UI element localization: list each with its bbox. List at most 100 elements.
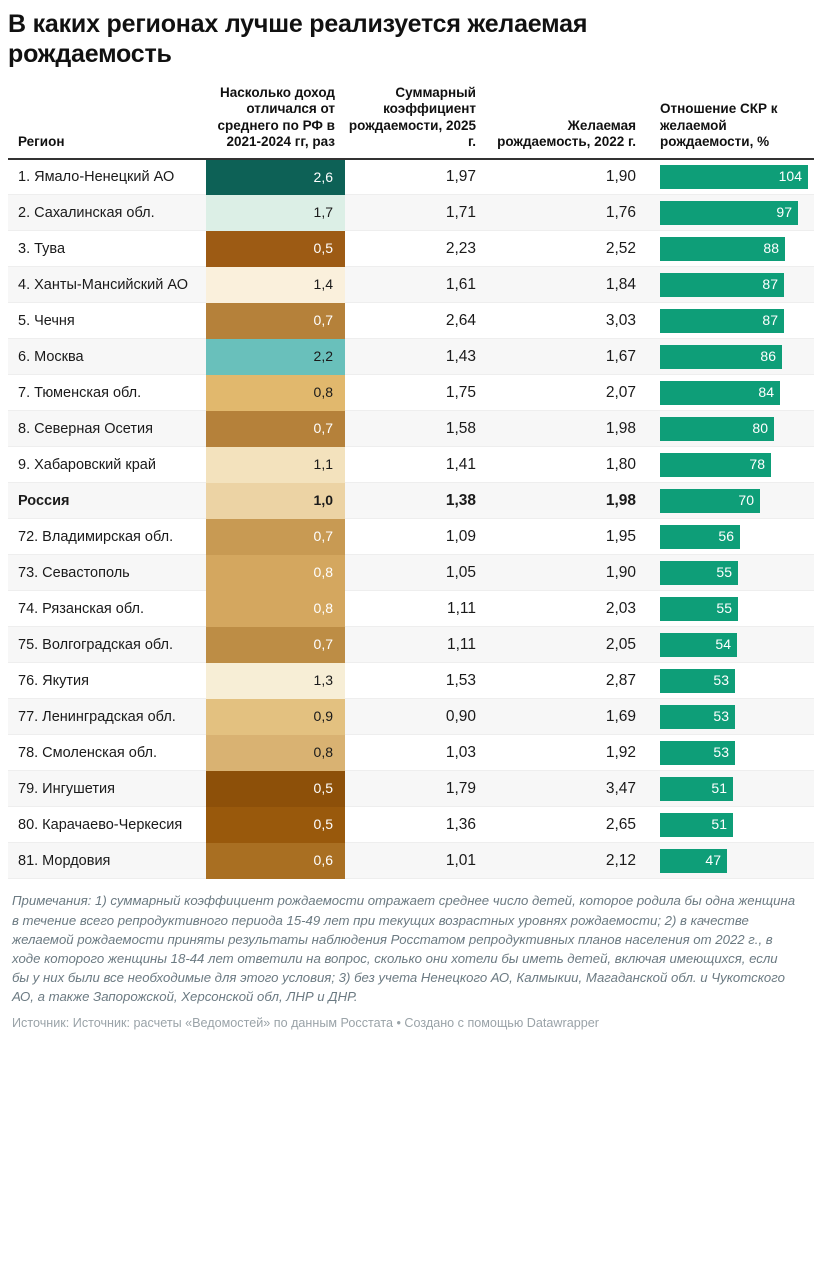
cell-region: 79. Ингушетия <box>8 770 206 808</box>
page-title: В каких регионах лучше реализуется желае… <box>8 10 588 68</box>
cell-ratio-bar: 84 <box>646 374 814 412</box>
table-row: 3. Тува 0,5 2,23 2,52 88 <box>8 230 814 268</box>
cell-income: 0,6 <box>206 842 345 879</box>
cell-tfr: 1,61 <box>345 266 486 304</box>
cell-income: 0,5 <box>206 230 345 267</box>
table-row: 72. Владимирская обл. 0,7 1,09 1,95 56 <box>8 518 814 556</box>
table-row: 2. Сахалинская обл. 1,7 1,71 1,76 97 <box>8 194 814 232</box>
cell-tfr: 1,41 <box>345 446 486 484</box>
cell-region: 73. Севастополь <box>8 554 206 592</box>
cell-ratio-bar: 47 <box>646 842 814 880</box>
bar-track: 87 <box>660 308 808 333</box>
table-row: 73. Севастополь 0,8 1,05 1,90 55 <box>8 554 814 592</box>
table-body: 1. Ямало-Ненецкий АО 2,6 1,97 1,90 104 2. Сах… <box>8 158 814 880</box>
table-row: 75. Волгоградская обл. 0,7 1,11 2,05 54 <box>8 626 814 664</box>
cell-region: 6. Москва <box>8 338 206 376</box>
bar-track: 53 <box>660 740 808 765</box>
cell-region: 78. Смоленская обл. <box>8 734 206 772</box>
cell-ratio-bar: 104 <box>646 158 814 196</box>
cell-region: 77. Ленинградская обл. <box>8 698 206 736</box>
bar-track: 51 <box>660 812 808 837</box>
column-header-desired: Желаемая рождаемость, 2022 г. <box>486 85 646 160</box>
cell-desired: 1,98 <box>486 410 646 448</box>
cell-ratio-bar: 51 <box>646 806 814 844</box>
bar-value-label: 84 <box>758 384 774 401</box>
cell-income: 1,3 <box>206 662 345 699</box>
cell-region: 75. Волгоградская обл. <box>8 626 206 664</box>
bar-track: 55 <box>660 596 808 621</box>
column-header-ratio: Отношение СКР к желаемой рождаемости, % <box>646 85 814 160</box>
cell-desired: 1,92 <box>486 734 646 772</box>
table-row: 81. Мордовия 0,6 1,01 2,12 47 <box>8 842 814 880</box>
table-row: 9. Хабаровский край 1,1 1,41 1,80 78 <box>8 446 814 484</box>
cell-income: 2,6 <box>206 158 345 195</box>
bar-fill: 80 <box>660 416 774 441</box>
column-header-region: Регион <box>8 85 206 160</box>
cell-ratio-bar: 51 <box>646 770 814 808</box>
table-row: 6. Москва 2,2 1,43 1,67 86 <box>8 338 814 376</box>
cell-region: Россия <box>8 482 206 520</box>
bar-fill: 51 <box>660 812 733 837</box>
cell-income: 0,7 <box>206 302 345 339</box>
table-row: 1. Ямало-Ненецкий АО 2,6 1,97 1,90 104 <box>8 158 814 196</box>
infographic-page: В каких регионах лучше реализуется желае… <box>8 10 814 1030</box>
cell-desired: 1,80 <box>486 446 646 484</box>
bar-fill: 54 <box>660 632 737 657</box>
cell-income: 0,7 <box>206 626 345 663</box>
cell-tfr: 2,23 <box>345 230 486 268</box>
cell-desired: 1,76 <box>486 194 646 232</box>
cell-region: 81. Мордовия <box>8 842 206 880</box>
table-row: 77. Ленинградская обл. 0,9 0,90 1,69 53 <box>8 698 814 736</box>
bar-track: 55 <box>660 560 808 585</box>
bar-fill: 78 <box>660 452 771 477</box>
bar-track: 84 <box>660 380 808 405</box>
table-row: Россия 1,0 1,38 1,98 70 <box>8 482 814 520</box>
cell-tfr: 1,11 <box>345 590 486 628</box>
bar-track: 53 <box>660 704 808 729</box>
cell-ratio-bar: 55 <box>646 590 814 628</box>
bar-track: 53 <box>660 668 808 693</box>
cell-desired: 1,67 <box>486 338 646 376</box>
cell-income: 0,5 <box>206 806 345 843</box>
cell-tfr: 1,36 <box>345 806 486 844</box>
bar-value-label: 88 <box>763 240 779 257</box>
cell-ratio-bar: 53 <box>646 734 814 772</box>
bar-fill: 86 <box>660 344 782 369</box>
cell-ratio-bar: 87 <box>646 302 814 340</box>
cell-region: 2. Сахалинская обл. <box>8 194 206 232</box>
cell-desired: 2,12 <box>486 842 646 880</box>
table-row: 4. Ханты-Мансийский АО 1,4 1,61 1,84 87 <box>8 266 814 304</box>
table-row: 8. Северная Осетия 0,7 1,58 1,98 80 <box>8 410 814 448</box>
cell-region: 8. Северная Осетия <box>8 410 206 448</box>
cell-ratio-bar: 56 <box>646 518 814 556</box>
bar-value-label: 51 <box>711 780 727 797</box>
bar-track: 88 <box>660 236 808 261</box>
cell-tfr: 1,58 <box>345 410 486 448</box>
bar-track: 80 <box>660 416 808 441</box>
bar-fill: 55 <box>660 596 738 621</box>
cell-desired: 2,65 <box>486 806 646 844</box>
cell-income: 1,7 <box>206 194 345 231</box>
cell-tfr: 1,75 <box>345 374 486 412</box>
bar-value-label: 70 <box>738 492 754 509</box>
table-row: 80. Карачаево-Черкесия 0,5 1,36 2,65 51 <box>8 806 814 844</box>
cell-tfr: 1,38 <box>345 482 486 520</box>
cell-region: 80. Карачаево-Черкесия <box>8 806 206 844</box>
cell-ratio-bar: 70 <box>646 482 814 520</box>
bar-track: 104 <box>660 165 808 190</box>
cell-tfr: 1,03 <box>345 734 486 772</box>
cell-tfr: 0,90 <box>345 698 486 736</box>
bar-track: 70 <box>660 488 808 513</box>
bar-fill: 53 <box>660 704 735 729</box>
cell-tfr: 1,09 <box>345 518 486 556</box>
bar-fill: 47 <box>660 848 727 873</box>
bar-value-label: 54 <box>715 636 731 653</box>
column-header-income: Насколько доход отличался от среднего по… <box>206 85 345 160</box>
cell-income: 1,0 <box>206 482 345 519</box>
cell-desired: 2,87 <box>486 662 646 700</box>
cell-region: 3. Тува <box>8 230 206 268</box>
bar-fill: 56 <box>660 524 740 549</box>
bar-fill: 88 <box>660 236 785 261</box>
cell-desired: 2,03 <box>486 590 646 628</box>
cell-desired: 1,84 <box>486 266 646 304</box>
